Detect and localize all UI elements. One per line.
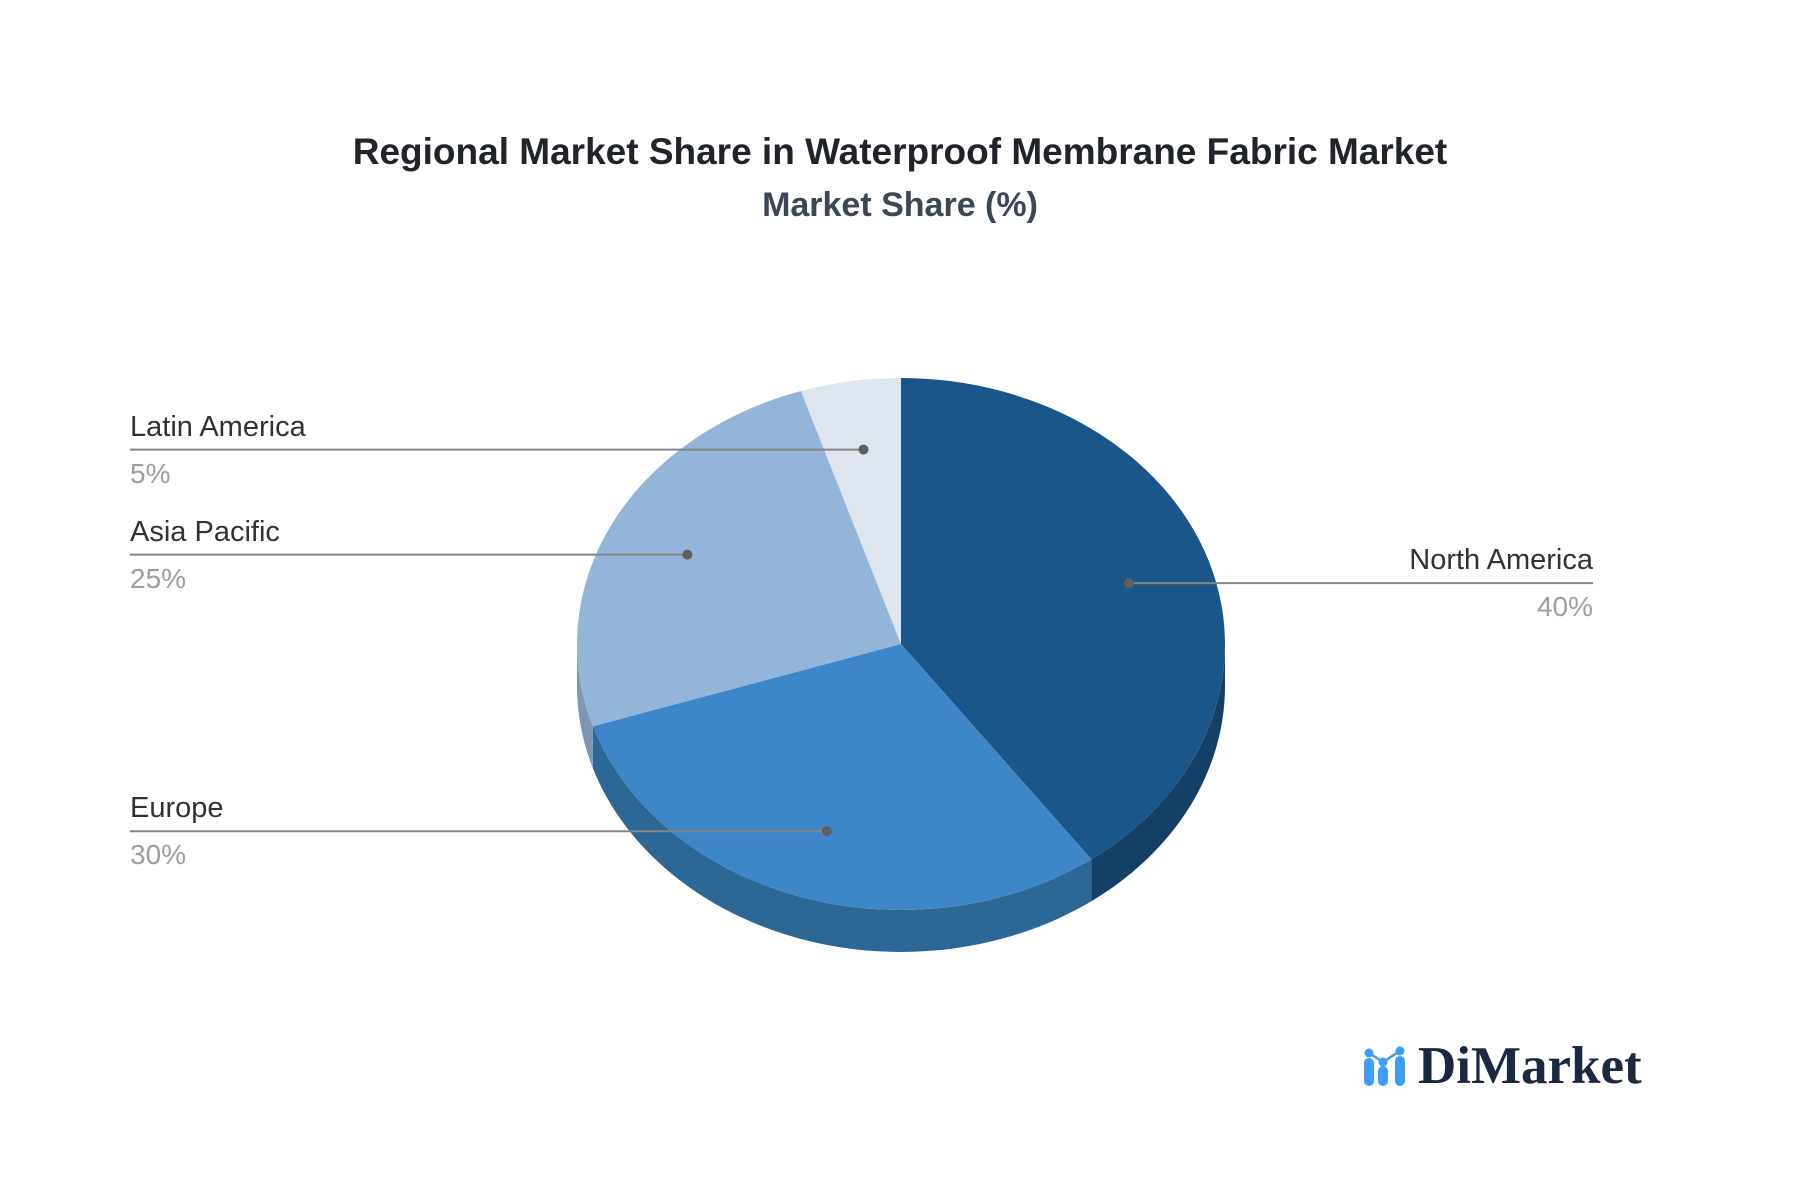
brand-logo-text: DiMarket: [1418, 1037, 1642, 1095]
chart-title: Regional Market Share in Waterproof Memb…: [352, 131, 1448, 172]
slice-label-name-latin-america: Latin America: [130, 410, 306, 443]
leader-dot-europe: [821, 826, 832, 837]
slice-label-name-north-america: North America: [1409, 544, 1593, 577]
pie-slice-side-europe: [592, 726, 1092, 952]
slice-label-value-north-america: 40%: [1536, 591, 1593, 623]
leader-dot-asia-pacific: [682, 549, 693, 560]
pie-slice-side-north-america: [1091, 644, 1225, 902]
slice-label-value-latin-america: 5%: [130, 457, 171, 489]
pie-slice-asia-pacific[interactable]: [577, 391, 901, 727]
pie-slice-europe[interactable]: [592, 644, 1092, 910]
pie-slice-side-asia-pacific: [577, 644, 593, 769]
leader-dot-north-america: [1124, 578, 1135, 589]
leader-dot-latin-america: [858, 444, 869, 455]
chart-subtitle: Market Share (%): [762, 186, 1038, 224]
slice-label-name-asia-pacific: Asia Pacific: [130, 515, 280, 548]
slice-label-name-europe: Europe: [130, 792, 224, 825]
pie-slice-north-america[interactable]: [901, 378, 1225, 860]
bar-chart-logo-icon: [1364, 1046, 1405, 1086]
pie-slice-latin-america[interactable]: [800, 378, 901, 644]
slice-label-value-asia-pacific: 25%: [130, 562, 187, 594]
slice-label-value-europe: 30%: [130, 839, 187, 871]
